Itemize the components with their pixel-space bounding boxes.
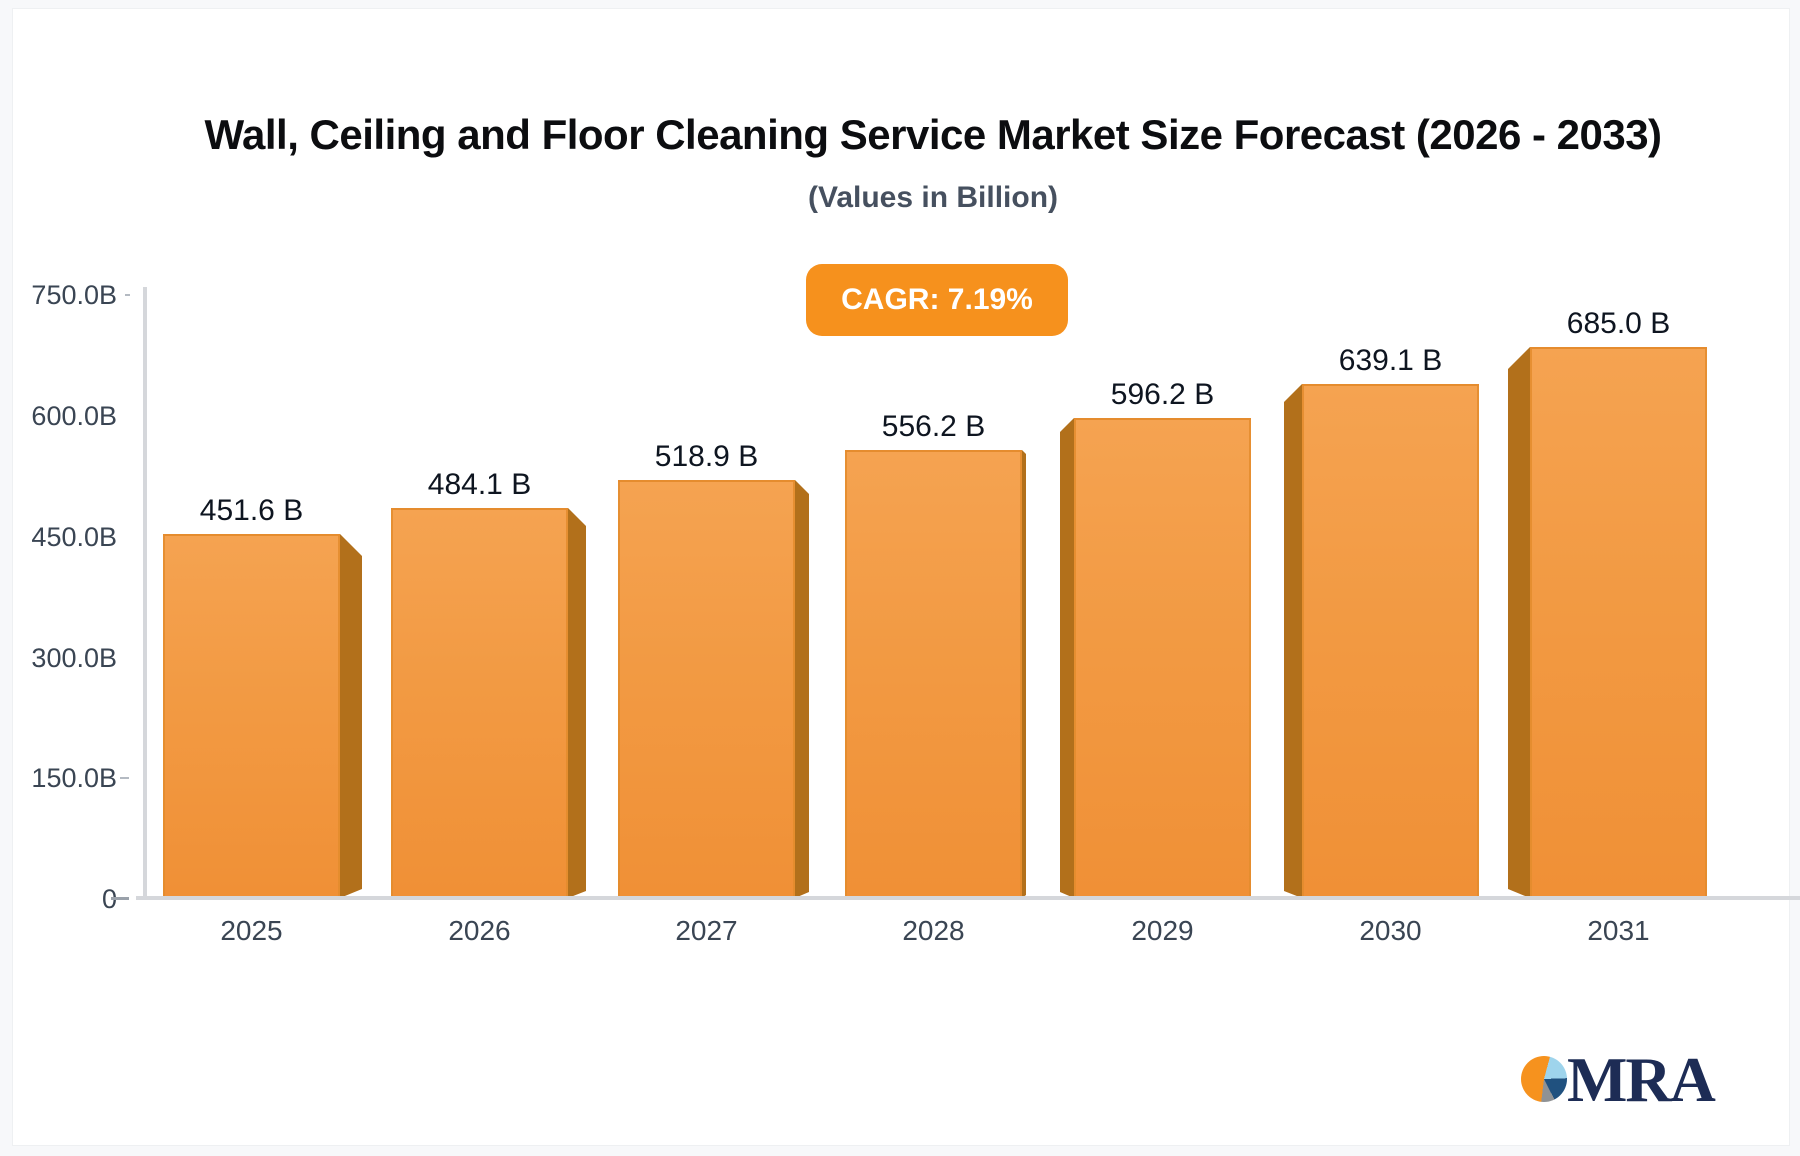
bar: [618, 480, 795, 898]
x-axis-baseline: [136, 896, 1800, 900]
y-axis-tick-label: 150.0B: [31, 763, 117, 793]
pie-chart-logo-icon: [1521, 1056, 1567, 1102]
mra-logo: MRA: [1518, 1041, 1738, 1121]
x-axis-category-label: 2027: [675, 915, 738, 946]
bar-value-label: 596.2 B: [1110, 378, 1215, 411]
x-axis-category-label: 2026: [448, 915, 511, 946]
bar-3d-side: [1284, 384, 1302, 898]
chart-card: Wall, Ceiling and Floor Cleaning Service…: [12, 8, 1800, 1146]
logo-text: MRA: [1567, 1044, 1716, 1115]
bar-3d-side: [1060, 418, 1074, 898]
x-axis-category-label: 2030: [1359, 915, 1422, 946]
chart-subtitle: (Values in Billion): [807, 181, 1059, 214]
bar-value-label: 484.1 B: [427, 468, 532, 501]
chart-title: Wall, Ceiling and Floor Cleaning Service…: [204, 111, 1662, 158]
y-axis-tick-label: 300.0B: [31, 643, 117, 673]
bar: [163, 534, 340, 898]
bar-3d-side: [340, 534, 362, 898]
y-axis-tick-mark: [125, 294, 130, 296]
bar-3d-side: [1508, 347, 1530, 898]
y-axis-tick-mark: [111, 897, 129, 900]
x-axis-category-label: 2025: [220, 915, 283, 946]
bar-value-label: 685.0 B: [1566, 307, 1671, 340]
bar-value-label: 451.6 B: [199, 494, 304, 527]
x-axis-category-label: 2028: [902, 915, 965, 946]
bar: [1302, 384, 1479, 898]
bar-value-label: 556.2 B: [881, 410, 986, 443]
y-axis-tick-label: 450.0B: [31, 522, 117, 552]
y-axis-tick-mark: [120, 777, 129, 779]
bar: [1074, 418, 1251, 898]
y-axis-line: [143, 287, 147, 900]
bar: [845, 450, 1022, 898]
bar-value-label: 518.9 B: [654, 440, 759, 473]
x-axis-category-label: 2029: [1131, 915, 1194, 946]
bar-3d-side: [568, 508, 586, 898]
x-axis-category-label: 2031: [1587, 915, 1650, 946]
cagr-badge: CAGR: 7.19%: [806, 264, 1068, 336]
y-axis-tick-label: 750.0B: [31, 280, 117, 310]
y-axis-tick-label: 600.0B: [31, 401, 117, 431]
bar-3d-side: [795, 480, 809, 898]
y-axis-tick-label: 0: [101, 884, 117, 914]
bar-3d-side: [1022, 450, 1026, 898]
bar: [1530, 347, 1707, 898]
bar: [391, 508, 568, 898]
bar-value-label: 639.1 B: [1338, 344, 1443, 377]
